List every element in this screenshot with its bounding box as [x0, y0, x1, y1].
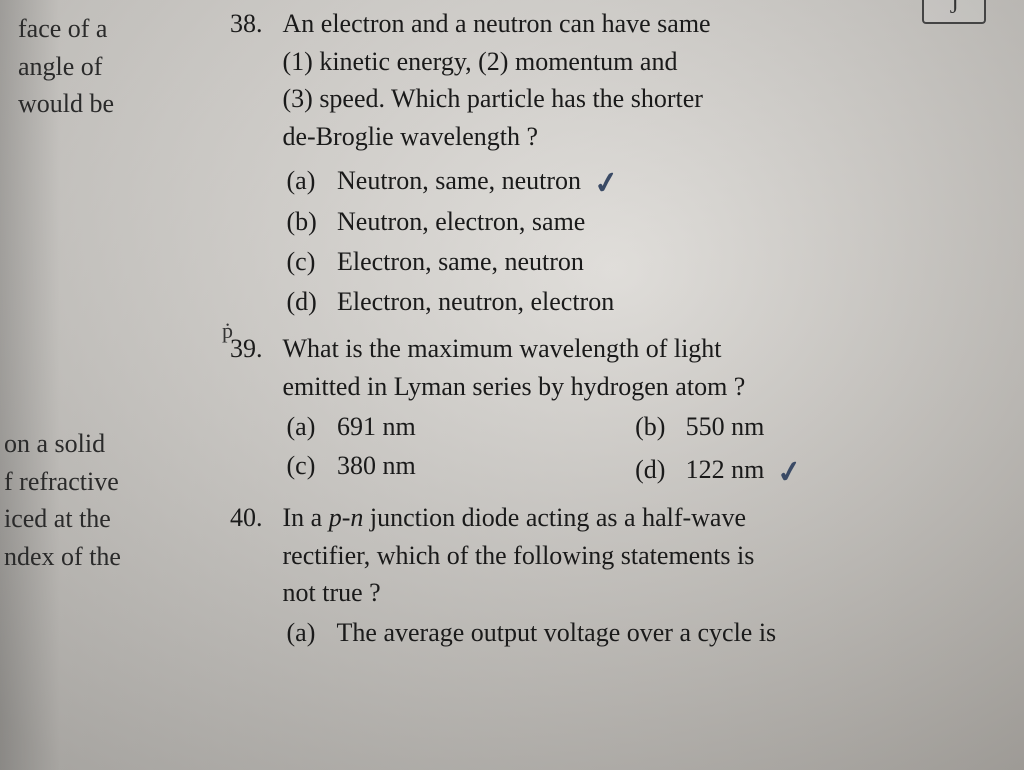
option-b: (b) 550 nm	[631, 408, 980, 446]
left-frag-line: ndex of the	[0, 538, 210, 576]
option-text: 550 nm	[686, 412, 765, 441]
option-label: (b)	[287, 203, 331, 241]
option-d: (d) Electron, neutron, electron	[283, 283, 1001, 321]
option-text: 691 nm	[337, 412, 416, 441]
option-label: (a)	[287, 162, 331, 200]
left-frag-line: iced at the	[0, 500, 210, 538]
option-label: (a)	[287, 614, 331, 652]
option-label: (b)	[635, 408, 679, 446]
left-frag-line: would be	[18, 85, 218, 123]
option-text: 380 nm	[337, 451, 416, 480]
question-38: 38. An electron and a neutron can have s…	[230, 5, 1004, 322]
stem-line: rectifier, which of the following statem…	[283, 541, 755, 570]
option-text: Electron, same, neutron	[337, 247, 584, 276]
option-label: (a)	[287, 408, 331, 446]
question-number: 40.	[230, 499, 276, 537]
left-frag-line: angle of	[18, 48, 218, 86]
option-d: (d) 122 nm ✓	[631, 447, 980, 491]
left-fragment-bottom: on a solid f refractive iced at the ndex…	[0, 425, 210, 576]
stem-line: emitted in Lyman series by hydrogen atom…	[283, 372, 746, 401]
stem-line: de-Broglie wavelength ?	[283, 122, 539, 151]
option-a: (a) Neutron, same, neutron ✓	[283, 158, 1001, 202]
check-icon: ✓	[591, 160, 622, 207]
option-a: (a) 691 nm	[283, 408, 632, 446]
left-frag-line: on a solid	[0, 425, 210, 463]
option-text: Electron, neutron, electron	[337, 287, 614, 316]
option-text: The average output voltage over a cycle …	[337, 618, 777, 647]
question-body: What is the maximum wavelength of light …	[283, 330, 1001, 493]
option-text: Neutron, electron, same	[337, 207, 585, 236]
options: (a) The average output voltage over a cy…	[283, 614, 1001, 652]
option-b: (b) Neutron, electron, same	[283, 203, 1001, 241]
question-body: An electron and a neutron can have same …	[283, 5, 1001, 322]
options: (a) Neutron, same, neutron ✓ (b) Neutron…	[283, 158, 1001, 321]
stem-line: not true ?	[283, 578, 381, 607]
stem-line: In a p-n junction diode acting as a half…	[283, 503, 747, 532]
left-frag-line: face of a	[18, 10, 218, 48]
stem-part: junction diode acting as a half-wave	[363, 503, 746, 532]
stem-line: (1) kinetic energy, (2) momentum and	[283, 47, 678, 76]
left-frag-line: f refractive	[0, 463, 210, 501]
left-fragment-top: face of a angle of would be	[0, 0, 218, 123]
question-40: 40. In a p-n junction diode acting as a …	[230, 499, 1004, 654]
pn-term: p-n	[329, 503, 364, 532]
option-label: (c)	[287, 243, 331, 281]
stem-line: What is the maximum wavelength of light	[283, 334, 722, 363]
option-label: (c)	[287, 447, 331, 485]
page: J face of a angle of would be on a solid…	[0, 0, 1024, 770]
options: (a) 691 nm (b) 550 nm (c) 380 nm (d) 122…	[283, 408, 1001, 493]
stem-part: In a	[283, 503, 329, 532]
question-number: 38.	[230, 5, 276, 43]
option-label: (d)	[635, 451, 679, 489]
question-39: 39. What is the maximum wavelength of li…	[230, 330, 1004, 493]
main-column: 38. An electron and a neutron can have s…	[230, 5, 1004, 654]
check-icon: ✓	[774, 450, 805, 497]
question-body: In a p-n junction diode acting as a half…	[283, 499, 1001, 654]
option-text: 122 nm	[686, 455, 765, 484]
stem-line: (3) speed. Which particle has the shorte…	[283, 84, 703, 113]
option-label: (d)	[287, 283, 331, 321]
option-text: Neutron, same, neutron	[337, 166, 581, 195]
question-number: 39.	[230, 330, 276, 368]
option-a: (a) The average output voltage over a cy…	[283, 614, 1001, 652]
option-c: (c) Electron, same, neutron	[283, 243, 1001, 281]
stem-line: An electron and a neutron can have same	[283, 9, 711, 38]
option-c: (c) 380 nm	[283, 447, 632, 491]
